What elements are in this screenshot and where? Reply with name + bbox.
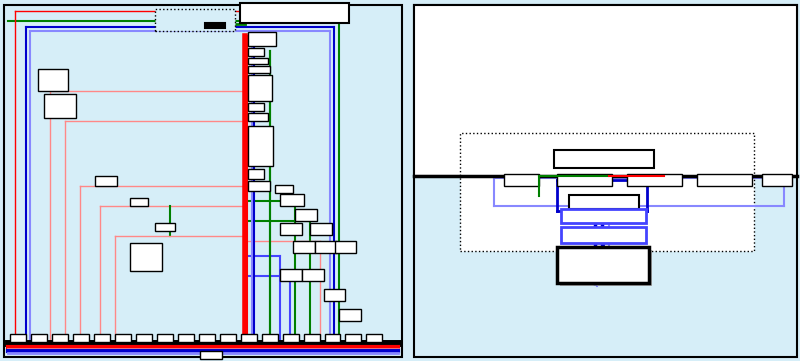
Bar — [130, 243, 162, 271]
Bar — [570, 195, 639, 209]
Bar — [154, 9, 234, 31]
Bar — [136, 334, 152, 342]
Bar — [558, 247, 650, 283]
Bar — [95, 176, 117, 186]
Bar — [241, 334, 257, 342]
Bar — [323, 289, 346, 301]
Bar — [248, 48, 264, 56]
Bar — [310, 223, 331, 235]
Bar — [279, 223, 302, 235]
Bar — [762, 174, 792, 186]
Bar — [248, 32, 275, 46]
Bar — [325, 334, 341, 342]
Bar — [346, 334, 362, 342]
Bar — [505, 174, 539, 186]
Bar — [248, 169, 264, 179]
Bar — [115, 334, 131, 342]
Bar — [31, 334, 47, 342]
Bar — [303, 334, 319, 342]
Bar — [366, 334, 382, 342]
Bar — [282, 334, 298, 342]
Bar — [279, 194, 303, 206]
Bar — [44, 94, 76, 118]
Bar — [554, 150, 654, 168]
Bar — [562, 209, 646, 223]
Bar — [220, 334, 236, 342]
Bar — [205, 23, 225, 28]
Bar — [248, 126, 273, 166]
Bar — [302, 269, 323, 281]
Bar — [154, 223, 174, 231]
Bar — [248, 66, 270, 73]
Bar — [157, 334, 173, 342]
Bar — [334, 241, 357, 253]
Bar — [294, 209, 317, 221]
Bar — [558, 174, 612, 186]
Bar — [414, 5, 797, 176]
Bar — [240, 3, 350, 23]
Bar — [198, 334, 214, 342]
Bar — [314, 241, 337, 253]
Bar — [248, 103, 264, 111]
Bar — [130, 198, 148, 206]
Bar — [200, 351, 222, 359]
Bar — [697, 174, 752, 186]
Bar — [248, 58, 268, 64]
Bar — [38, 69, 68, 91]
Bar — [52, 334, 68, 342]
Bar — [560, 250, 652, 286]
Bar — [279, 269, 302, 281]
Bar — [248, 113, 268, 121]
Bar — [10, 334, 26, 342]
Bar — [339, 309, 362, 321]
Bar — [562, 227, 646, 243]
Bar — [94, 334, 110, 342]
Bar — [293, 241, 314, 253]
Bar — [459, 133, 754, 251]
Bar — [627, 174, 682, 186]
Bar — [248, 181, 270, 191]
Bar — [262, 334, 278, 342]
Bar — [248, 75, 271, 101]
Bar — [178, 334, 194, 342]
Bar — [274, 185, 293, 193]
Bar — [73, 334, 89, 342]
